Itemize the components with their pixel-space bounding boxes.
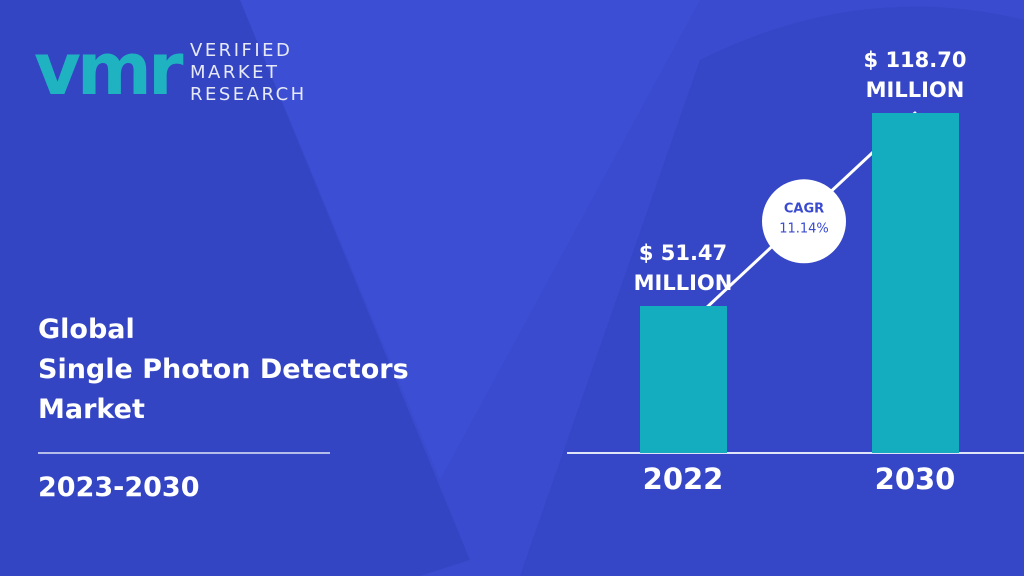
title: Global (38, 314, 135, 345)
bg-shape (240, 0, 700, 480)
title: Market (38, 394, 145, 425)
value-label: $ 51.47 MILLION (633, 240, 733, 295)
bg-shape (0, 0, 470, 576)
cagr-value: 11.14% (779, 221, 829, 236)
x-tick-label: 2030 (874, 462, 956, 496)
value-label: $ 118.70 MILLION (863, 48, 967, 102)
logo-text: MARKET (190, 62, 280, 83)
logo-text: RESEARCH (190, 84, 307, 105)
cagr-label: CAGR (784, 201, 824, 216)
logo-text: VERIFIED (190, 40, 293, 61)
logo-mark: vmr (34, 27, 184, 111)
cagr-circle (762, 179, 846, 264)
bar (871, 113, 959, 453)
x-tick-label: 2022 (642, 462, 724, 496)
bar (639, 305, 727, 453)
title: Single Photon Detectors (38, 354, 409, 385)
period: 2023-2030 (38, 472, 200, 503)
